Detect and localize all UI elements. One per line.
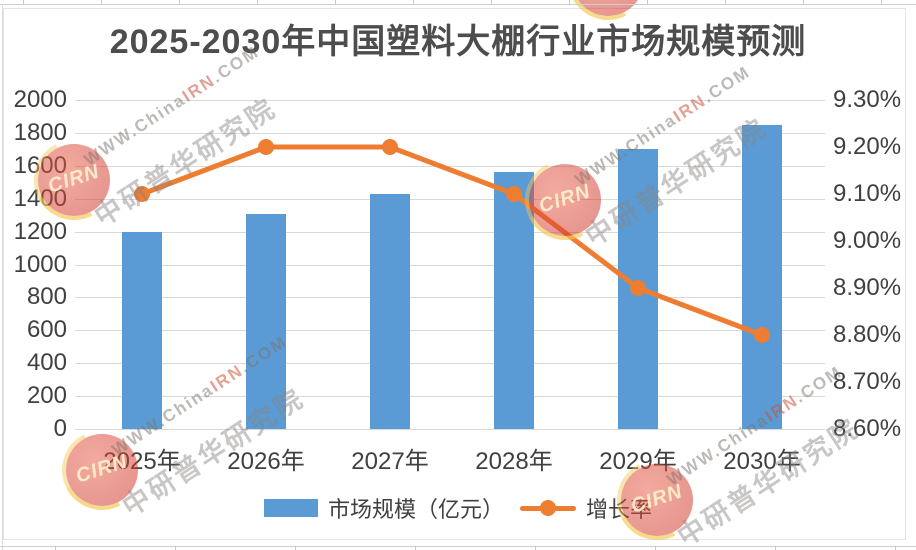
legend-line-marker-icon: [540, 500, 556, 516]
sheet-column-tick: [415, 546, 416, 550]
gridline: [75, 100, 825, 101]
sheet-row-line-bottom: [0, 546, 916, 547]
sheet-column-tick: [775, 546, 776, 550]
secondary-y-axis-label: 8.70%: [833, 368, 902, 395]
secondary-y-axis-label: 9.30%: [833, 86, 902, 113]
y-axis-label: 2000: [13, 86, 67, 113]
sheet-column-tick: [179, 0, 180, 4]
cirn-logo-text: CIRN: [570, 0, 646, 2]
chart-area-border: [3, 8, 906, 540]
gridline: [75, 132, 825, 134]
legend-label-growth-rate: 增长率: [586, 497, 653, 522]
legend: 市场规模（亿元） 增长率: [0, 492, 916, 524]
gridline: [75, 297, 825, 299]
sheet-column-tick: [295, 546, 296, 550]
y-axis-label: 1200: [13, 217, 67, 245]
sheet-left-edge-line: [2, 4, 3, 550]
legend-bar-swatch: [263, 499, 318, 517]
bar-2030年: [742, 124, 782, 429]
gridline: [75, 429, 825, 430]
legend-line-swatch: [520, 499, 576, 517]
legend-item-market-size: 市场规模（亿元）: [263, 492, 504, 524]
y-axis-label: 400: [26, 349, 67, 377]
bar-2029年: [618, 149, 658, 429]
sheet-column-tick: [257, 0, 258, 4]
x-axis-label: 2025年: [103, 448, 181, 475]
sheet-column-tick: [23, 0, 24, 4]
secondary-y-axis-label: 8.90%: [833, 274, 902, 301]
secondary-y-axis-label: 8.60%: [833, 415, 902, 442]
y-axis-label: 0: [53, 415, 67, 442]
sheet-column-tick: [175, 546, 176, 550]
y-axis-label: 800: [26, 283, 67, 311]
gridline: [75, 396, 825, 398]
sheet-column-tick: [803, 0, 804, 4]
sheet-column-tick: [535, 546, 536, 550]
chart-title: 2025-2030年中国塑料大棚行业市场规模预测: [109, 23, 807, 61]
gridline: [75, 330, 825, 332]
gridline: [75, 231, 825, 233]
y-axis-label: 1800: [13, 118, 67, 146]
y-axis-label: 1600: [13, 151, 67, 179]
gridline: [75, 198, 825, 200]
gridline: [75, 363, 825, 365]
x-axis-label: 2026年: [227, 448, 305, 475]
sheet-column-tick: [725, 0, 726, 4]
sheet-column-tick: [647, 0, 648, 4]
secondary-y-axis-label: 9.00%: [833, 227, 902, 254]
secondary-y-axis-label: 9.10%: [833, 180, 902, 207]
x-axis-label: 2029年: [599, 448, 677, 475]
secondary-y-axis-label: 8.80%: [833, 321, 902, 348]
y-axis-label: 1000: [13, 250, 67, 278]
sheet-row-line-top: [0, 4, 916, 5]
x-axis-label: 2028年: [475, 448, 553, 475]
bar-2027年: [370, 193, 410, 429]
sheet-column-tick: [413, 0, 414, 4]
y-axis-label: 1400: [13, 184, 67, 212]
secondary-y-axis-label: 9.20%: [833, 133, 902, 160]
gridline: [75, 165, 825, 167]
legend-item-growth-rate: 增长率: [520, 492, 652, 524]
sheet-column-tick: [895, 546, 896, 550]
sheet-column-tick: [655, 546, 656, 550]
sheet-column-tick: [335, 0, 336, 4]
sheet-column-tick: [881, 0, 882, 4]
y-axis-label: 600: [26, 316, 67, 344]
sheet-column-tick: [55, 546, 56, 550]
bar-2025年: [122, 231, 162, 429]
sheet-column-tick: [569, 0, 570, 4]
bar-2028年: [494, 172, 534, 429]
y-axis-label: 200: [26, 382, 67, 410]
x-axis-label: 2030年: [723, 448, 801, 475]
sheet-column-tick: [491, 0, 492, 4]
x-axis-label: 2027年: [351, 448, 429, 475]
gridline: [75, 264, 825, 266]
sheet-column-tick: [101, 0, 102, 4]
bar-2026年: [246, 213, 286, 429]
legend-label-market-size: 市场规模（亿元）: [327, 497, 504, 522]
